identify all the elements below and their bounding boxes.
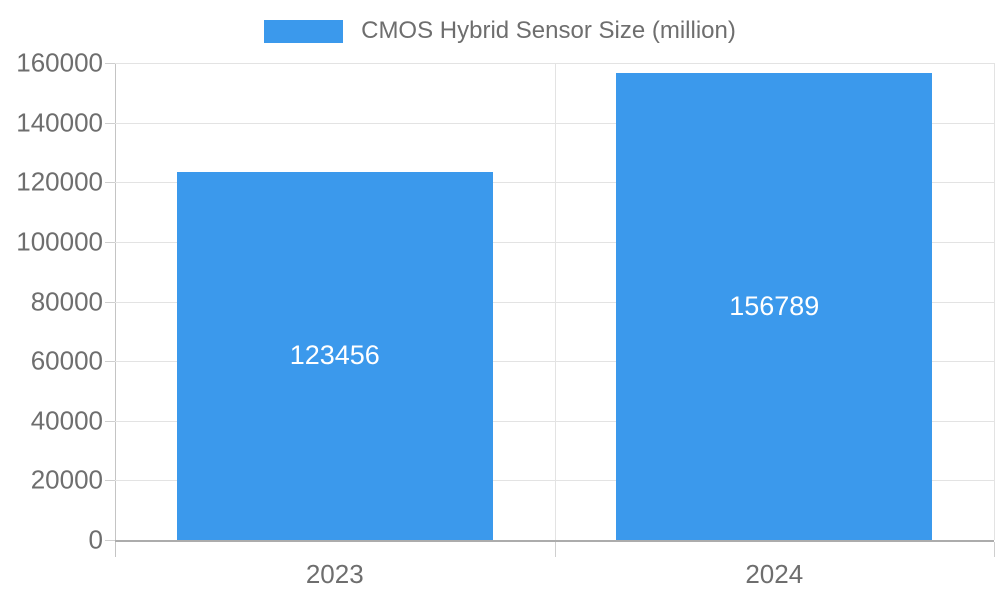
y-tick-mark: [105, 182, 115, 184]
y-axis-tick-label: 40000: [30, 405, 103, 436]
x-axis-labels: 2023 2024: [115, 559, 994, 591]
x-axis-tick-label: 2023: [305, 559, 364, 589]
legend-label: CMOS Hybrid Sensor Size (million): [361, 17, 736, 44]
legend-item-cmos-hybrid-sensor-size[interactable]: CMOS Hybrid Sensor Size (million): [264, 17, 736, 45]
y-tick-mark: [105, 361, 115, 363]
category-boundary-gridline: [994, 63, 995, 540]
bar-slot: 156789: [555, 63, 995, 540]
y-axis-tick-label: 160000: [16, 47, 103, 78]
y-axis-tick-label: 120000: [16, 166, 103, 197]
y-tick-mark: [105, 480, 115, 482]
y-axis-tick-label: 140000: [16, 107, 103, 138]
x-axis-tick-label: 2024: [745, 559, 804, 589]
y-tick-mark: [105, 241, 115, 243]
y-tick-mark: [105, 420, 115, 422]
y-axis-tick-label: 20000: [30, 464, 103, 495]
legend-swatch-icon: [264, 19, 344, 43]
chart-legend: CMOS Hybrid Sensor Size (million): [0, 16, 1000, 46]
y-axis-tick-label: 100000: [16, 226, 103, 257]
x-tick-mark: [994, 542, 995, 557]
y-axis-tick-label: 60000: [30, 345, 103, 376]
bar-2023[interactable]: 123456: [176, 171, 493, 540]
y-tick-mark: [105, 63, 115, 64]
category-boundary-gridline: [554, 63, 556, 540]
y-tick-mark: [105, 540, 115, 541]
y-axis-tick-label: 80000: [30, 286, 103, 316]
y-tick-mark: [105, 301, 115, 303]
bar-slot: 123456: [115, 63, 555, 540]
y-axis-tick-label: 0: [88, 524, 103, 555]
x-tick-mark: [554, 542, 556, 557]
bar-2024[interactable]: 156789: [616, 72, 933, 540]
bar-value-label: 123456: [289, 340, 380, 371]
plot-area: 123456 156789: [105, 63, 995, 557]
y-axis-labels: 0 20000 40000 60000 80000 100000 120000 140000 1…: [0, 48, 103, 555]
y-tick-mark: [105, 122, 115, 124]
bar-value-label: 156789: [729, 290, 820, 321]
x-tick-mark: [115, 542, 116, 557]
